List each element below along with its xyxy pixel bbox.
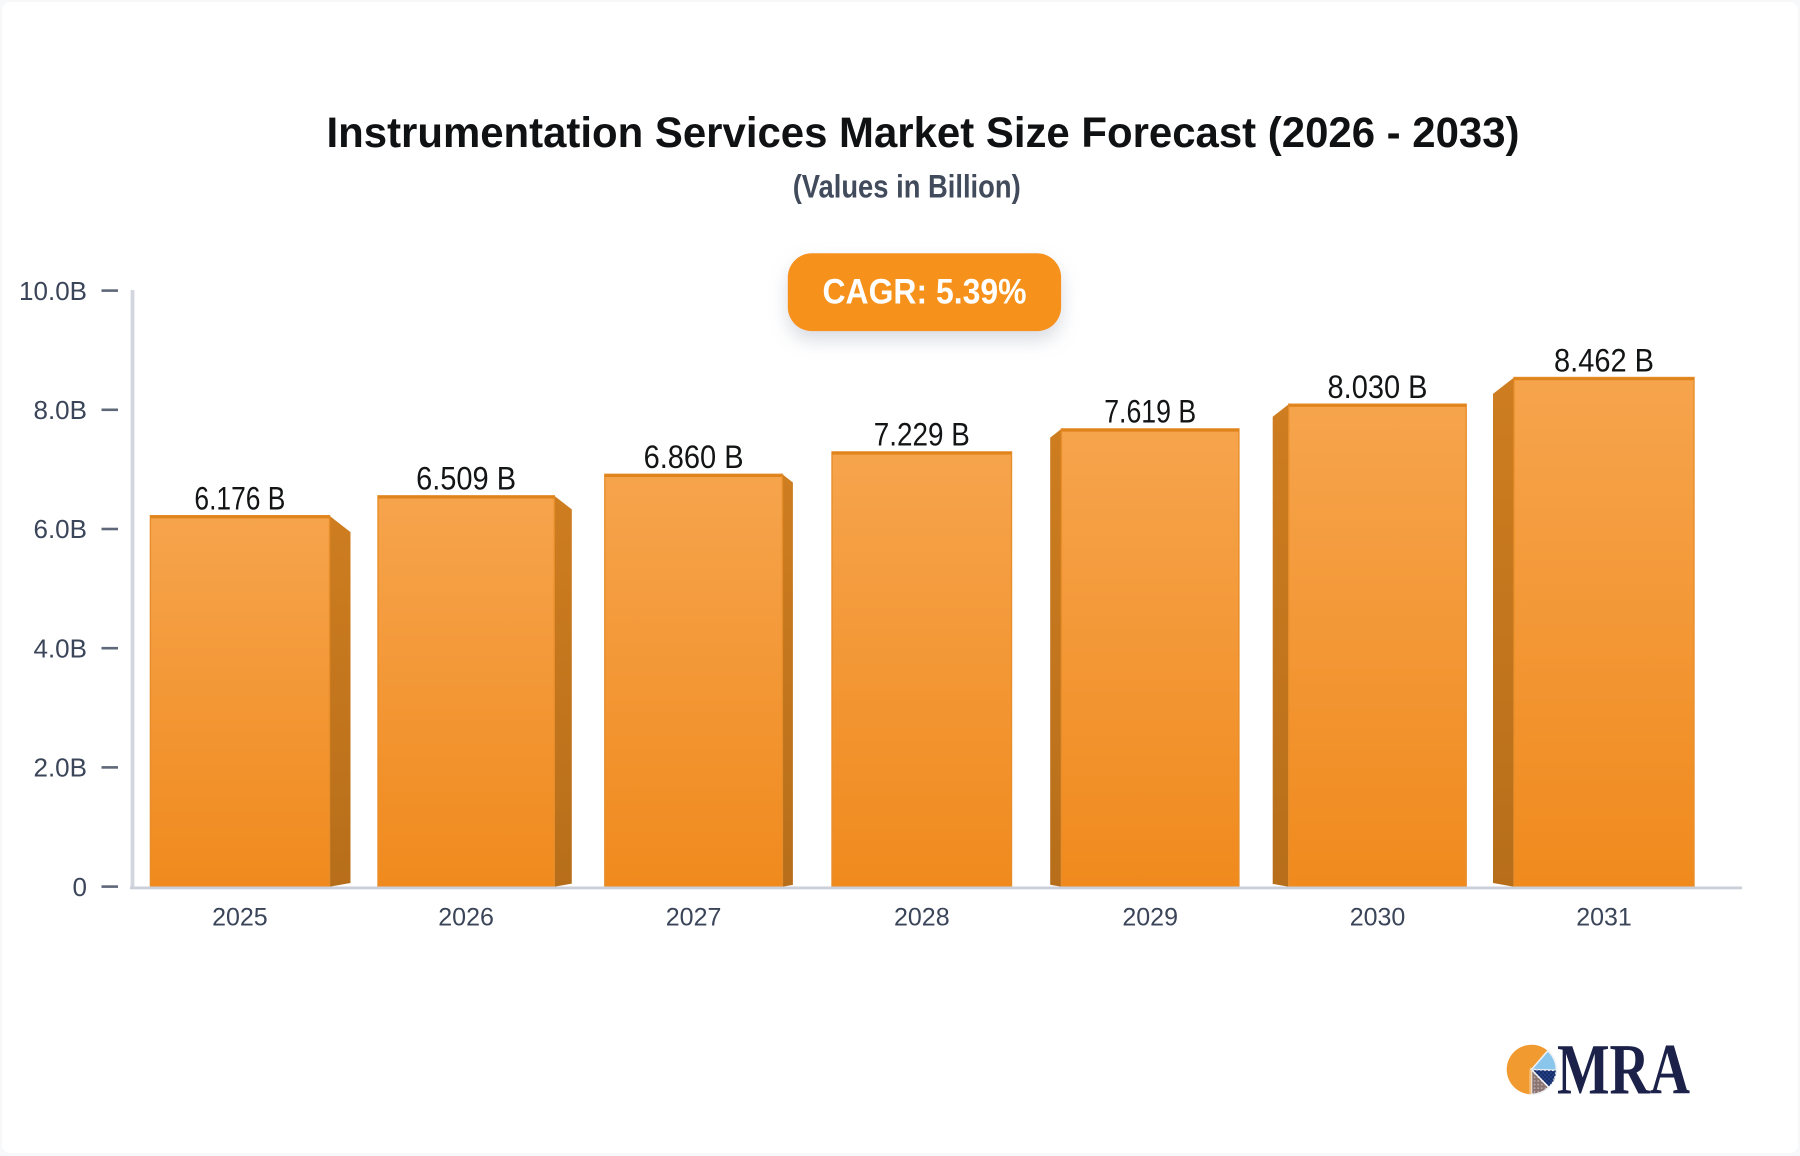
- svg-text:6.176 B: 6.176 B: [194, 481, 285, 517]
- svg-text:8.462 B: 8.462 B: [1554, 342, 1654, 378]
- svg-text:2030: 2030: [1350, 904, 1406, 932]
- svg-text:CAGR: 5.39%: CAGR: 5.39%: [823, 272, 1027, 312]
- svg-text:2025: 2025: [212, 904, 268, 932]
- svg-text:6.509 B: 6.509 B: [416, 461, 516, 497]
- svg-text:(Values in Billion): (Values in Billion): [793, 169, 1021, 205]
- svg-text:7.229 B: 7.229 B: [874, 417, 970, 453]
- svg-text:Instrumentation Services Marke: Instrumentation Services Market Size For…: [327, 110, 1520, 157]
- svg-text:8.030 B: 8.030 B: [1328, 369, 1428, 405]
- svg-text:2.0B: 2.0B: [34, 753, 88, 783]
- svg-text:10.0B: 10.0B: [19, 276, 87, 306]
- svg-text:4.0B: 4.0B: [34, 633, 88, 663]
- svg-text:6.0B: 6.0B: [34, 514, 88, 544]
- svg-text:2027: 2027: [666, 904, 722, 932]
- svg-text:6.860 B: 6.860 B: [644, 439, 744, 475]
- svg-text:2026: 2026: [438, 904, 494, 932]
- svg-text:2028: 2028: [894, 904, 950, 932]
- svg-text:2029: 2029: [1122, 904, 1178, 932]
- svg-text:2031: 2031: [1576, 904, 1632, 932]
- svg-text:7.619 B: 7.619 B: [1104, 394, 1196, 430]
- svg-text:0: 0: [73, 872, 87, 902]
- svg-text:8.0B: 8.0B: [34, 395, 88, 425]
- svg-text:MRA: MRA: [1557, 1030, 1690, 1110]
